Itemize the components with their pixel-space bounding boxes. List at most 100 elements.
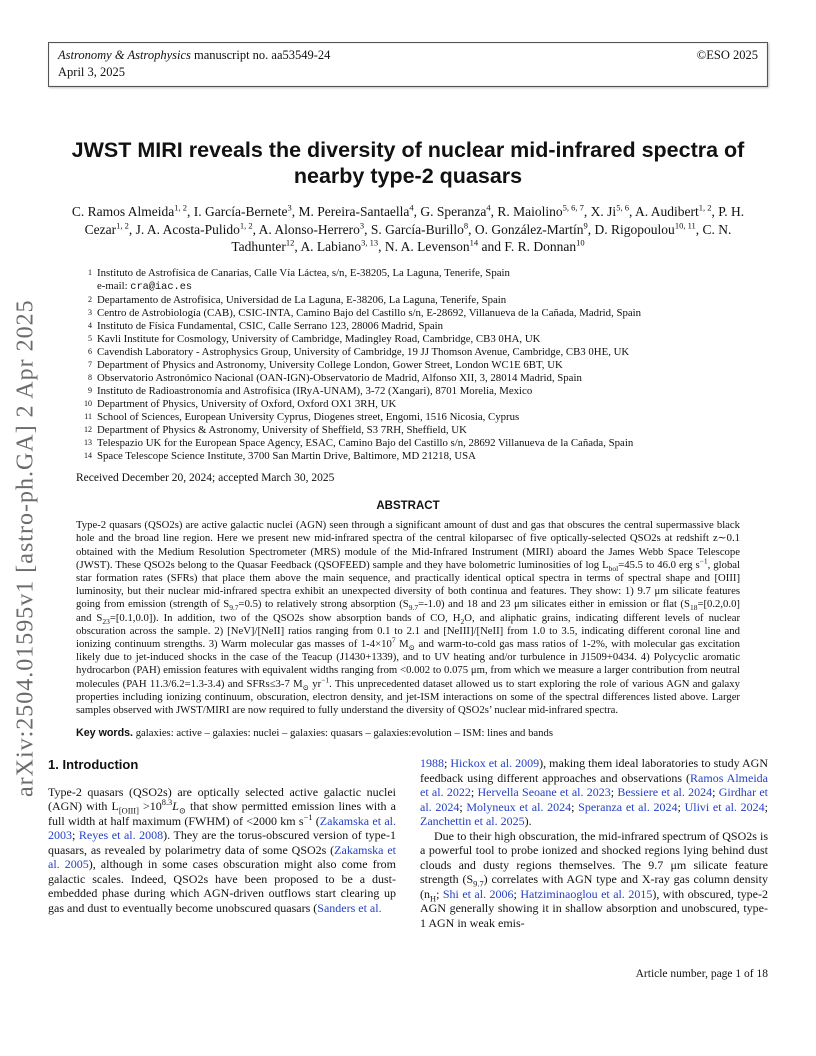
citation-link[interactable]: Reyes et al. 2008 xyxy=(78,828,164,843)
affiliation-number: 9 xyxy=(88,386,92,396)
affiliation-item: 9 Instituto de Radioastronomía and Astrof… xyxy=(76,385,762,398)
affiliation-number: 12 xyxy=(84,425,92,435)
author: I. García-Bernete3 xyxy=(193,202,292,220)
affiliation-number: 8 xyxy=(88,373,92,383)
affiliation-number: 3 xyxy=(88,308,92,318)
received-dates: Received December 20, 2024; accepted Mar… xyxy=(76,472,335,485)
affiliation-text: Cavendish Laboratory - Astrophysics Grou… xyxy=(97,346,630,359)
email-link[interactable]: cra@iac.es xyxy=(130,281,193,294)
abstract-heading: ABSTRACT xyxy=(376,500,440,513)
right-column: 1988; Hickox et al. 2009), making them i… xyxy=(420,756,768,930)
affiliation-list: 1 Instituto de Astrofísica de Canarias, C… xyxy=(76,267,762,463)
affiliation-text: Department of Physics and Astronomy, Uni… xyxy=(97,359,563,372)
affiliation-email-row: e-mail: cra@iac.es xyxy=(76,280,762,294)
author: P. H. Cezar1, 2 xyxy=(84,204,745,237)
affiliation-text: Telespazio UK for the European Space Age… xyxy=(97,437,634,450)
affiliation-email-text: e-mail: cra@iac.es xyxy=(97,280,193,294)
citation-link[interactable]: Zanchettin et al. 2025 xyxy=(420,814,525,829)
affiliation-item: 3 Centro de Astrobiología (CAB), CSIC-INT… xyxy=(76,307,762,320)
left-column: 1. Introduction Type-2 quasars (QSO2s) a… xyxy=(48,756,396,930)
affiliation-text: Observatorio Astronómico Nacional (OAN-I… xyxy=(97,372,582,385)
citation-link[interactable]: Hatziminaoglou et al. 2015 xyxy=(520,886,653,901)
affiliation-number: 14 xyxy=(84,451,92,461)
citation-link[interactable]: Hervella Seoane et al. 2023 xyxy=(477,785,611,800)
author: J. A. Acosta-Pulido1, 2 xyxy=(135,220,253,237)
affiliation-item: 1 Instituto de Astrofísica de Canarias, C… xyxy=(76,267,762,280)
journal-name: Astronomy & Astrophysics xyxy=(58,48,191,62)
affiliation-item: 6 Cavendish Laboratory - Astrophysics Gro… xyxy=(76,346,762,359)
section-heading-introduction: 1. Introduction xyxy=(48,757,139,773)
paper-title: JWST MIRI reveals the diversity of nucle… xyxy=(71,138,745,189)
body-columns: 1. Introduction Type-2 quasars (QSO2s) a… xyxy=(48,756,768,930)
affiliation-item: 5 Kavli Institute for Cosmology, Universi… xyxy=(76,333,762,346)
author-list: C. Ramos Almeida1, 2, I. García-Bernete3… xyxy=(71,202,745,254)
page-footer: Article number, page 1 of 18 xyxy=(635,968,768,980)
manuscript-header: Astronomy & Astrophysics manuscript no. … xyxy=(48,42,768,87)
header-date: April 3, 2025 xyxy=(58,64,126,79)
manuscript-line: Astronomy & Astrophysics manuscript no. … xyxy=(58,47,330,64)
author: C. N. Tadhunter12 xyxy=(231,221,732,254)
citation-link[interactable]: Zakamska et al. 2005 xyxy=(48,842,396,872)
author: G. Speranza4 xyxy=(420,202,491,220)
affiliation-text: Department of Physics, University of Oxf… xyxy=(97,398,397,411)
author: D. Rigopoulou10, 11 xyxy=(594,220,696,237)
citation-link[interactable]: Speranza et al. 2024 xyxy=(578,799,678,814)
author: S. García-Burillo8 xyxy=(370,220,469,237)
author: F. R. Donnan10 xyxy=(504,237,585,254)
citation-link[interactable]: Girdhar et al. 2024 xyxy=(420,785,769,814)
intro-paragraph-1: Type-2 quasars (QSO2s) are optically sel… xyxy=(48,784,396,915)
author: A. Audibert1, 2 xyxy=(634,202,712,220)
affiliation-text: Instituto de Radioastronomía and Astrofí… xyxy=(97,385,533,398)
affiliation-item: 4 Instituto de Física Fundamental, CSIC, … xyxy=(76,320,762,333)
author: R. Maiolino5, 6, 7 xyxy=(497,202,584,220)
citation-link[interactable]: Sanders et al. xyxy=(317,900,382,915)
affiliation-text: Instituto de Física Fundamental, CSIC, C… xyxy=(97,320,444,333)
keywords-label: Key words. xyxy=(76,727,134,740)
author: M. Pereira-Santaella4 xyxy=(298,202,414,220)
arxiv-stamp: arXiv:2504.01595v1 [astro-ph.GA] 2 Apr 2… xyxy=(12,299,39,797)
affiliation-text: Kavli Institute for Cosmology, Universit… xyxy=(97,333,541,346)
affiliation-text: Departamento de Astrofísica, Universidad… xyxy=(97,294,507,307)
affiliation-text: Space Telescope Science Institute, 3700 … xyxy=(97,450,476,463)
citation-link[interactable]: Hickox et al. 2009 xyxy=(450,756,540,771)
author: X. Ji5, 6 xyxy=(590,202,629,220)
affiliation-number: 7 xyxy=(88,360,92,370)
citation-link[interactable]: Shi et al. 2006 xyxy=(442,886,514,901)
affiliation-item: 10 Department of Physics, University of O… xyxy=(76,398,762,411)
affiliation-text: Instituto de Astrofísica de Canarias, Ca… xyxy=(97,267,510,280)
affiliation-number: 2 xyxy=(88,295,92,305)
author: O. González-Martín9 xyxy=(474,220,588,237)
copyright: ©ESO 2025 xyxy=(696,48,758,62)
affiliation-item: 12 Department of Physics & Astronomy, Uni… xyxy=(76,424,762,437)
affiliation-number-spacer xyxy=(76,279,97,293)
affiliation-number: 1 xyxy=(88,268,92,278)
author: C. Ramos Almeida1, 2 xyxy=(71,202,188,220)
citation-link[interactable]: Ulivi et al. 2024 xyxy=(684,799,765,814)
citation-link[interactable]: Zakamska et al. 2003 xyxy=(48,813,396,843)
citation-link[interactable]: Bessiere et al. 2024 xyxy=(617,785,713,800)
affiliation-number: 13 xyxy=(84,438,92,448)
affiliation-text: Department of Physics & Astronomy, Unive… xyxy=(97,424,467,437)
citation-link[interactable]: Ramos Almeida et al. 2022 xyxy=(420,770,768,800)
page-content: Astronomy & Astrophysics manuscript no. … xyxy=(48,42,768,930)
affiliation-item: 2 Departamento de Astrofísica, Universida… xyxy=(76,294,762,307)
affiliation-text: Centro de Astrobiología (CAB), CSIC-INTA… xyxy=(97,307,642,320)
abstract-text: Type-2 quasars (QSO2s) are active galact… xyxy=(76,519,741,717)
affiliation-number: 10 xyxy=(84,399,92,409)
affiliation-item: 8 Observatorio Astronómico Nacional (OAN-… xyxy=(76,372,762,385)
affiliation-item: 14 Space Telescope Science Institute, 370… xyxy=(76,450,762,463)
citation-link[interactable]: 1988 xyxy=(420,756,444,771)
intro-paragraph-1-continued: 1988; Hickox et al. 2009), making them i… xyxy=(420,756,769,829)
keywords-line: Key words. galaxies: active – galaxies: … xyxy=(76,727,740,740)
affiliation-number: 11 xyxy=(84,412,92,422)
author: A. Alonso-Herrero3 xyxy=(258,220,365,237)
manuscript-info: Astronomy & Astrophysics manuscript no. … xyxy=(58,47,330,80)
affiliation-text: School of Sciences, European University … xyxy=(97,411,520,424)
author: A. Labiano3, 13 xyxy=(300,237,379,254)
affiliation-number: 6 xyxy=(88,347,92,357)
affiliation-number: 5 xyxy=(88,334,92,344)
affiliation-number: 4 xyxy=(88,321,92,331)
citation-link[interactable]: Molyneux et al. 2024 xyxy=(466,799,572,814)
affiliation-item: 11 School of Sciences, European Universit… xyxy=(76,411,762,424)
